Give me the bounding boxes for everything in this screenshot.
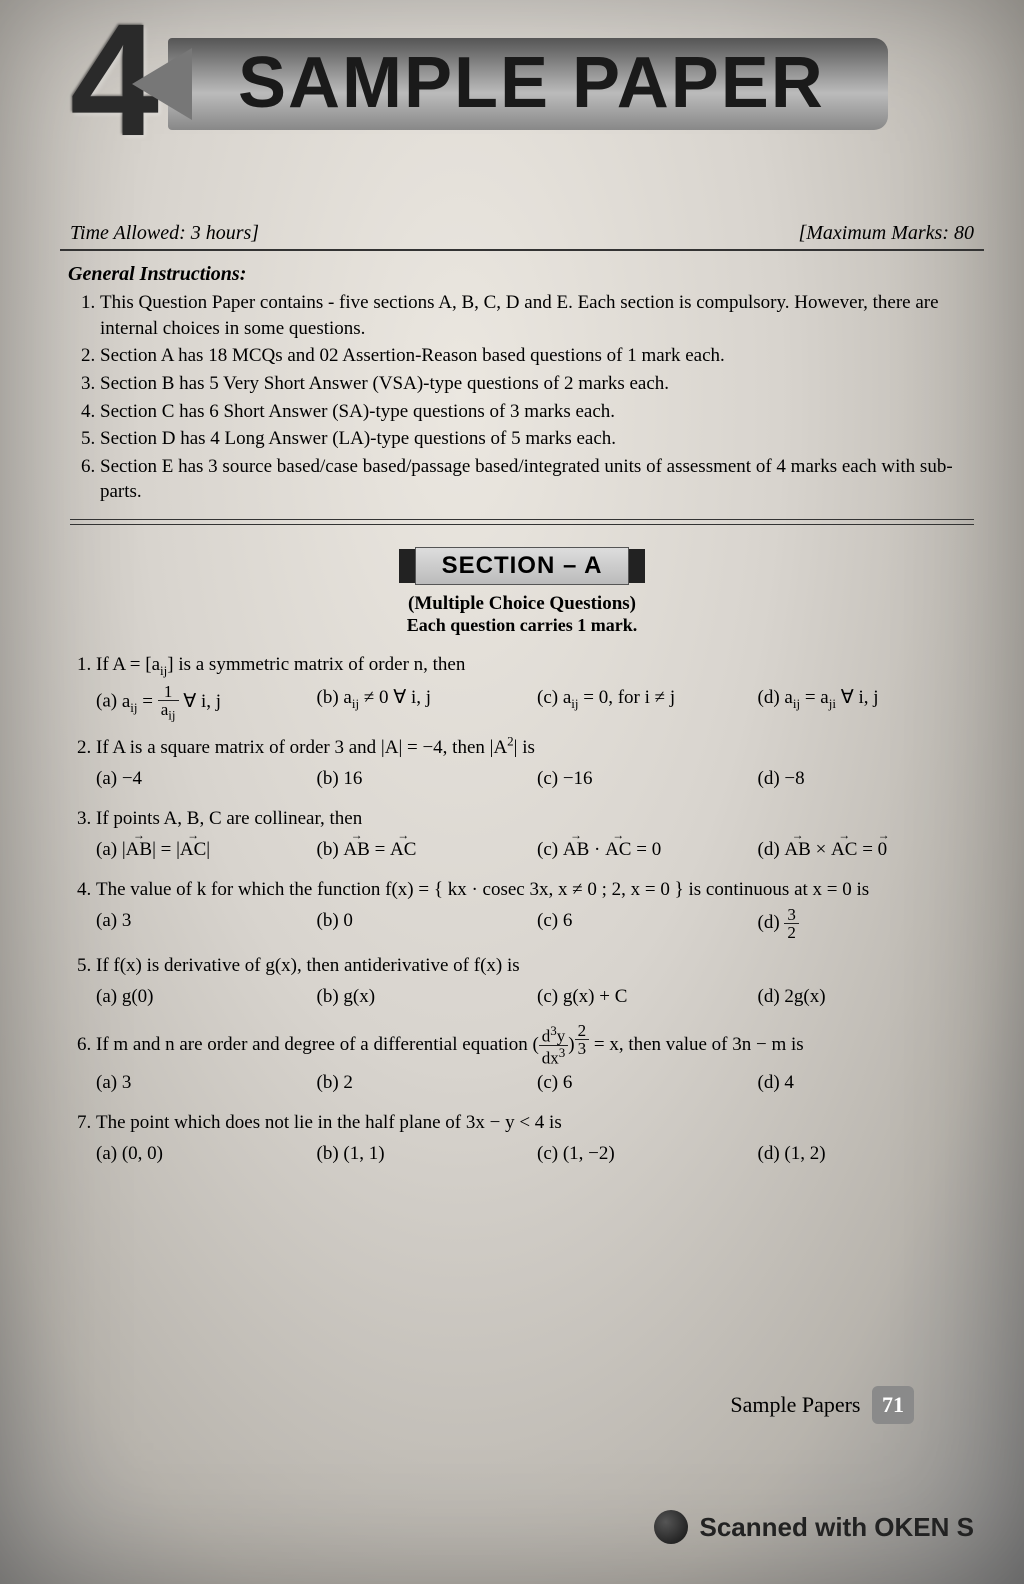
options: (a) −4 (b) 16 (c) −16 (d) −8 — [96, 764, 968, 793]
question-list: If A = [aij] is a symmetric matrix of or… — [96, 650, 968, 1169]
instruction-item: Section B has 5 Very Short Answer (VSA)-… — [100, 371, 964, 397]
section-label: SECTION – A — [415, 547, 630, 585]
option-b: (b) 2 — [317, 1068, 528, 1097]
scanner-watermark: Scanned with OKEN S — [654, 1510, 975, 1544]
scanner-icon — [654, 1510, 688, 1544]
options: (a) g(0) (b) g(x) (c) g(x) + C (d) 2g(x) — [96, 982, 968, 1011]
question: The point which does not lie in the half… — [96, 1108, 968, 1169]
question-stem: If A is a square matrix of order 3 and |… — [96, 737, 535, 758]
option-c: (c) (1, −2) — [537, 1139, 748, 1168]
question-stem: If m and n are order and degree of a dif… — [96, 1034, 804, 1055]
option-c: (c) aij = 0, for i ≠ j — [537, 683, 748, 721]
instruction-item: Section A has 18 MCQs and 02 Assertion-R… — [100, 343, 964, 369]
question-stem: The value of k for which the function f(… — [96, 879, 869, 900]
title-banner: SAMPLE PAPER — [168, 38, 888, 130]
options: (a) aij = 1aij ∀ i, j (b) aij ≠ 0 ∀ i, j… — [96, 683, 968, 721]
option-a: (a) −4 — [96, 764, 307, 793]
option-d: (d) 32 — [758, 906, 969, 941]
question-stem: If A = [aij] is a symmetric matrix of or… — [96, 654, 465, 675]
max-marks: [Maximum Marks: 80 — [798, 222, 974, 245]
instruction-item: Section E has 3 source based/case based/… — [100, 454, 964, 505]
option-c: (c) 6 — [537, 906, 748, 941]
title-text: SAMPLE PAPER — [238, 42, 825, 124]
option-d: (d) aij = aji ∀ i, j — [758, 683, 969, 721]
option-c: (c) g(x) + C — [537, 982, 748, 1011]
page: 4 SAMPLE PAPER Time Allowed: 3 hours] [M… — [0, 0, 1024, 1584]
option-c: (c) 6 — [537, 1068, 748, 1097]
option-c: (c) AB · AC = 0 — [537, 835, 748, 864]
question: If points A, B, C are collinear, then (a… — [96, 804, 968, 865]
question: If A = [aij] is a symmetric matrix of or… — [96, 650, 968, 721]
footer-label: Sample Papers — [730, 1392, 860, 1417]
option-b: (b) AB = AC — [317, 835, 528, 864]
option-b: (b) g(x) — [317, 982, 528, 1011]
option-d: (d) (1, 2) — [758, 1139, 969, 1168]
option-a: (a) 3 — [96, 1068, 307, 1097]
question: If m and n are order and degree of a dif… — [96, 1022, 968, 1098]
option-d: (d) −8 — [758, 764, 969, 793]
options: (a) |AB| = |AC| (b) AB = AC (c) AB · AC … — [96, 835, 968, 864]
divider — [70, 519, 974, 525]
question-stem: The point which does not lie in the half… — [96, 1112, 562, 1133]
options: (a) 3 (b) 0 (c) 6 (d) 32 — [96, 906, 968, 941]
option-b: (b) aij ≠ 0 ∀ i, j — [317, 683, 528, 721]
option-a: (a) g(0) — [96, 982, 307, 1011]
options: (a) (0, 0) (b) (1, 1) (c) (1, −2) (d) (1… — [96, 1139, 968, 1168]
option-d: (d) 2g(x) — [758, 982, 969, 1011]
option-d: (d) 4 — [758, 1068, 969, 1097]
option-c: (c) −16 — [537, 764, 748, 793]
options: (a) 3 (b) 2 (c) 6 (d) 4 — [96, 1068, 968, 1097]
option-a: (a) 3 — [96, 906, 307, 941]
header: 4 SAMPLE PAPER — [60, 20, 984, 200]
option-b: (b) 0 — [317, 906, 528, 941]
scanner-text: Scanned with OKEN S — [700, 1512, 975, 1543]
section-subhead-2: Each question carries 1 mark. — [60, 615, 984, 636]
instruction-item: Section D has 4 Long Answer (LA)-type qu… — [100, 426, 964, 452]
band-end-right — [629, 549, 645, 583]
option-b: (b) 16 — [317, 764, 528, 793]
question-stem: If f(x) is derivative of g(x), then anti… — [96, 955, 520, 976]
question: If A is a square matrix of order 3 and |… — [96, 731, 968, 793]
section-band: SECTION – A — [60, 547, 984, 585]
page-footer: Sample Papers 71 — [730, 1386, 914, 1424]
sheet: 4 SAMPLE PAPER Time Allowed: 3 hours] [M… — [60, 20, 984, 1564]
option-d: (d) AB × AC = 0 — [758, 835, 969, 864]
option-a: (a) |AB| = |AC| — [96, 835, 307, 864]
footer-page: 71 — [872, 1386, 914, 1424]
option-a: (a) aij = 1aij ∀ i, j — [96, 683, 307, 721]
section-subhead-1: (Multiple Choice Questions) — [60, 593, 984, 615]
instructions-heading: General Instructions: — [60, 251, 984, 290]
question: The value of k for which the function f(… — [96, 875, 968, 941]
question: If f(x) is derivative of g(x), then anti… — [96, 951, 968, 1012]
instructions-list: This Question Paper contains - five sect… — [100, 290, 964, 505]
time-allowed: Time Allowed: 3 hours] — [70, 222, 259, 245]
instruction-item: This Question Paper contains - five sect… — [100, 290, 964, 341]
instruction-item: Section C has 6 Short Answer (SA)-type q… — [100, 399, 964, 425]
option-a: (a) (0, 0) — [96, 1139, 307, 1168]
option-b: (b) (1, 1) — [317, 1139, 528, 1168]
meta-row: Time Allowed: 3 hours] [Maximum Marks: 8… — [60, 220, 984, 251]
band-end-left — [399, 549, 415, 583]
